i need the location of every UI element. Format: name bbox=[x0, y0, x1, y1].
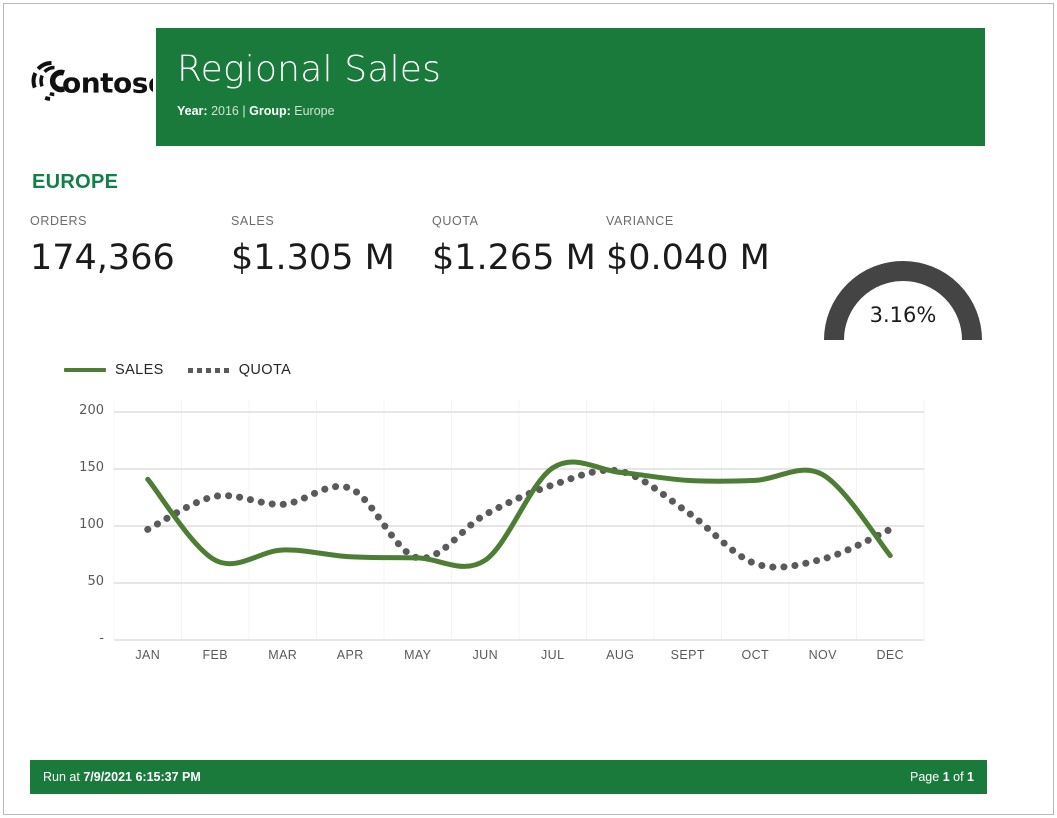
x-tick-label: NOV bbox=[808, 648, 837, 662]
footer-run-info: Run at 7/9/2021 6:15:37 PM bbox=[43, 770, 201, 784]
kpi-variance: VARIANCE $0.040 M bbox=[606, 213, 770, 279]
page-title: Regional Sales bbox=[177, 49, 442, 90]
legend-swatch-sales-icon bbox=[64, 368, 106, 372]
svg-text:ontoso: ontoso bbox=[62, 67, 153, 100]
footer-page-info: Page 1 of 1 bbox=[910, 770, 974, 784]
y-tick-label: 150 bbox=[79, 460, 104, 475]
x-tick-label: JAN bbox=[135, 648, 161, 662]
footer-page-total: 1 bbox=[967, 770, 974, 784]
group-value: Europe bbox=[294, 104, 335, 118]
y-tick-label: - bbox=[99, 631, 104, 646]
kpi-quota-label: QUOTA bbox=[432, 214, 479, 228]
x-tick-label: JUN bbox=[472, 648, 499, 662]
kpi-variance-label: VARIANCE bbox=[606, 214, 674, 228]
kpi-quota: QUOTA $1.265 M bbox=[432, 213, 596, 279]
report-page: ontoso Regional Sales Year: 2016 | Group… bbox=[3, 3, 1054, 815]
chart-plot-area bbox=[4, 352, 1053, 682]
gauge-arc-icon bbox=[824, 261, 982, 341]
kpi-orders-label: ORDERS bbox=[30, 214, 88, 228]
y-tick-label: 200 bbox=[79, 403, 104, 418]
kpi-sales-value: $1.305 M bbox=[231, 238, 395, 278]
kpi-quota-value: $1.265 M bbox=[432, 238, 596, 278]
group-label: Group: bbox=[249, 104, 291, 118]
legend-label-sales: SALES bbox=[115, 362, 164, 378]
footer-page-of: of bbox=[953, 770, 964, 784]
region-heading: EUROPE bbox=[32, 171, 119, 193]
year-value: 2016 bbox=[211, 104, 239, 118]
variance-gauge: 3.16% bbox=[824, 252, 982, 342]
legend-label-quota: QUOTA bbox=[238, 362, 292, 378]
x-tick-label: JUL bbox=[541, 648, 565, 662]
x-tick-label: FEB bbox=[202, 648, 229, 662]
footer-run-timestamp: 7/9/2021 6:15:37 PM bbox=[83, 770, 201, 784]
x-tick-label: MAR bbox=[268, 648, 298, 662]
legend-item-quota[interactable]: QUOTA bbox=[187, 362, 292, 378]
header-subtitle: Year: 2016 | Group: Europe bbox=[177, 103, 985, 119]
y-tick-label: 50 bbox=[87, 574, 104, 589]
kpi-orders-value: 174,366 bbox=[30, 238, 175, 278]
legend-swatch-quota-icon bbox=[187, 367, 230, 373]
x-tick-label: SEPT bbox=[670, 648, 705, 662]
report-footer: Run at 7/9/2021 6:15:37 PM Page 1 of 1 bbox=[30, 760, 987, 794]
kpi-variance-value: $0.040 M bbox=[606, 238, 770, 278]
gauge-value: 3.16% bbox=[869, 303, 937, 327]
x-tick-label: APR bbox=[336, 648, 364, 662]
year-label: Year: bbox=[177, 104, 208, 118]
footer-page-prefix: Page bbox=[910, 770, 940, 784]
kpi-sales-label: SALES bbox=[231, 214, 275, 228]
x-tick-label: AUG bbox=[606, 648, 635, 662]
kpi-sales: SALES $1.305 M bbox=[231, 213, 395, 279]
legend-item-sales[interactable]: SALES bbox=[64, 362, 164, 378]
kpi-orders: ORDERS 174,366 bbox=[30, 213, 175, 279]
report-header: ontoso Regional Sales Year: 2016 | Group… bbox=[4, 4, 1053, 169]
footer-run-prefix: Run at bbox=[43, 770, 80, 784]
x-tick-label: DEC bbox=[876, 648, 905, 662]
sales-quota-chart: SALES QUOTA - 50 100 150 200 JAN FEB MAR APR MAY… bbox=[4, 352, 1053, 682]
x-tick-label: MAY bbox=[404, 648, 432, 662]
footer-page-current: 1 bbox=[942, 770, 950, 784]
x-tick-label: OCT bbox=[741, 648, 770, 662]
y-tick-label: 100 bbox=[79, 517, 104, 532]
subtitle-separator: | bbox=[242, 104, 246, 118]
contoso-logo: ontoso bbox=[31, 57, 153, 105]
contoso-logo-icon: ontoso bbox=[31, 61, 153, 101]
header-band: Regional Sales Year: 2016 | Group: Europ… bbox=[156, 28, 985, 146]
chart-legend: SALES QUOTA bbox=[64, 362, 291, 378]
chart-svg bbox=[113, 400, 925, 641]
